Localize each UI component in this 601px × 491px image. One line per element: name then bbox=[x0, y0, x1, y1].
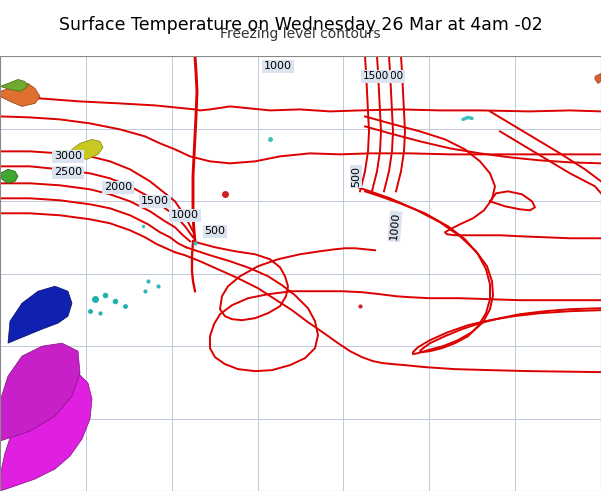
Text: 1000: 1000 bbox=[264, 61, 292, 72]
Text: 3000: 3000 bbox=[54, 151, 82, 162]
Polygon shape bbox=[70, 139, 103, 160]
Polygon shape bbox=[0, 343, 80, 441]
Polygon shape bbox=[0, 83, 40, 107]
Text: Surface Temperature on Wednesday 26 Mar at 4am -02: Surface Temperature on Wednesday 26 Mar … bbox=[59, 16, 542, 34]
Text: 500: 500 bbox=[351, 166, 361, 187]
Text: 2500: 2500 bbox=[54, 167, 82, 177]
Text: 1500: 1500 bbox=[141, 196, 169, 206]
Text: 1000: 1000 bbox=[171, 210, 199, 220]
Text: 1000: 1000 bbox=[389, 212, 401, 241]
Polygon shape bbox=[0, 169, 18, 183]
Polygon shape bbox=[8, 286, 72, 343]
Text: 500: 500 bbox=[204, 226, 225, 236]
Text: Freezing level contours: Freezing level contours bbox=[220, 27, 381, 41]
Text: 2000: 2000 bbox=[104, 182, 132, 192]
Polygon shape bbox=[0, 80, 28, 91]
Text: 2000: 2000 bbox=[377, 72, 403, 82]
Polygon shape bbox=[595, 74, 601, 83]
Polygon shape bbox=[0, 373, 92, 491]
Text: 1500: 1500 bbox=[363, 72, 389, 82]
